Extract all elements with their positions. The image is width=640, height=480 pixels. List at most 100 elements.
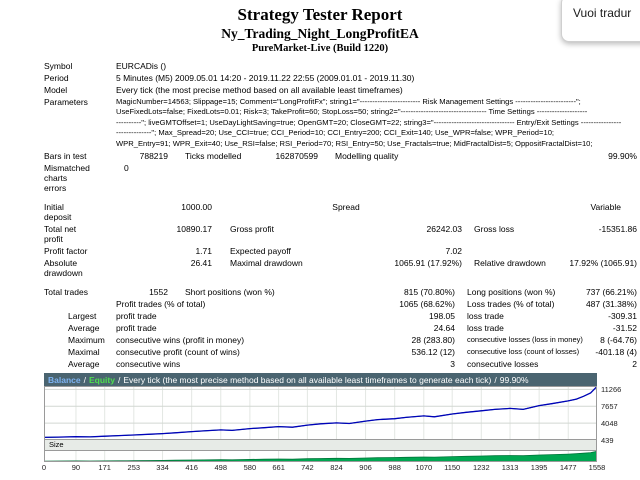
x-axis-tick: 742 (301, 463, 314, 473)
long-positions-value: 737 (66.21%) (585, 287, 637, 298)
x-axis-tick: 1313 (501, 463, 519, 473)
x-axis-tick: 334 (156, 463, 169, 473)
spread-value: Variable (590, 202, 621, 213)
row-label-net-profit: Total net profit (44, 224, 77, 245)
x-axis-tick: 824 (330, 463, 343, 473)
x-axis-tick: 171 (98, 463, 111, 473)
max-consec-wins-value: 28 (283.80) (411, 335, 455, 346)
profit-trades-value: 1065 (68.62%) (399, 299, 455, 310)
loss-trades-value: 487 (31.38%) (585, 299, 637, 310)
x-axis-tick: 1477 (559, 463, 577, 473)
table-row: Maximum consecutive wins (profit in money… (44, 334, 637, 346)
table-cell: Loss trades (% of total) (467, 299, 555, 310)
x-axis-tick: 1395 (530, 463, 548, 473)
x-axis-tick: 1070 (415, 463, 433, 473)
legend-quality: 99.90% (499, 374, 529, 385)
table-row: Profit factor 1.71 Expected payoff 7.02 (44, 245, 637, 257)
x-axis-tick: 498 (214, 463, 228, 473)
gross-profit-value: 26242.03 (426, 224, 462, 235)
average-loss-value: -31.52 (612, 323, 637, 334)
total-trades-value: 1552 (149, 287, 168, 298)
table-cell: Ticks modelled (185, 151, 242, 162)
parameter-line: --------------"; Max_Spread=20; Use_CCI=… (116, 128, 555, 138)
legend-equity: Equity (88, 374, 115, 385)
table-cell: profit trade (116, 323, 157, 334)
row-label-period: Period (44, 73, 69, 83)
largest-profit-value: 198.05 (429, 311, 455, 322)
chart-legend: Balance / Equity / Every tick (the most … (44, 373, 597, 387)
table-row: Average consecutive wins 3 consecutive loss… (44, 358, 637, 370)
x-axis-tick: 661 (272, 463, 285, 473)
average-profit-value: 24.64 (433, 323, 455, 334)
table-row: Symbol EURCADis () (44, 60, 637, 72)
gross-loss-value: -15351.86 (598, 224, 637, 235)
row-label-largest: Largest (68, 311, 97, 322)
max-consec-loss-value: -401.18 (4) (595, 347, 637, 358)
y-axis-tick: 11266 (601, 385, 622, 395)
x-axis-tick: 253 (127, 463, 141, 473)
deposit-value: 1000.00 (181, 202, 212, 213)
table-row: Maximal consecutive profit (count of wins… (44, 346, 637, 358)
table-row: Mismatched charts errors 0 (44, 162, 637, 194)
parameter-line: UseFixedLots=false; FixedLots=0.01; Risk… (116, 107, 588, 117)
table-cell: Modelling quality (335, 151, 399, 162)
translate-popup-text: Vuoi tradur (573, 6, 632, 20)
table-cell: consecutive loss (count of losses) (467, 347, 580, 357)
legend-balance: Balance (48, 374, 81, 385)
translate-popup[interactable]: Vuoi tradur (561, 0, 640, 42)
row-label-symbol: Symbol (44, 61, 73, 71)
table-cell: Spread (332, 202, 360, 213)
parameter-line: WPR_Entry=91; WPR_Exit=40; Use_RSI=false… (116, 138, 593, 148)
rel-drawdown-value: 17.92% (1065.91) (569, 258, 637, 269)
ea-name: Ny_Trading_Night_LongProfitEA (221, 26, 419, 41)
x-axis-tick: 416 (185, 463, 198, 473)
table-cell: Profit trades (% of total) (116, 299, 206, 310)
table-row: Bars in test 788219 Ticks modelled 16287059… (44, 150, 637, 162)
balance-chart (44, 386, 597, 441)
table-row: Average profit trade 24.64 loss trade -31.52 (44, 322, 637, 334)
table-cell: Gross profit (230, 224, 274, 235)
table-row: Period 5 Minutes (M5) 2009.05.01 14:20 - … (44, 72, 637, 84)
net-profit-value: 10890.17 (176, 224, 212, 235)
table-cell: Relative drawdown (474, 258, 546, 269)
table-cell: consecutive profit (count of wins) (116, 347, 240, 358)
table-cell: Gross loss (474, 224, 515, 235)
row-label-maximal: Maximal (68, 347, 100, 358)
report-header: Strategy Tester Report Ny_Trading_Night_… (0, 0, 640, 54)
abs-drawdown-value: 26.41 (190, 258, 212, 269)
row-label-abs-drawdown: Absolute drawdown (44, 258, 83, 279)
legend-separator: / (117, 374, 121, 385)
avg-consec-wins-value: 3 (450, 359, 455, 370)
table-row: Total net profit 10890.17 Gross profit 2624… (44, 223, 637, 245)
row-label-profit-factor: Profit factor (44, 246, 88, 257)
row-label-parameters: Parameters (44, 97, 88, 107)
profit-factor-value: 1.71 (195, 246, 212, 257)
legend-model-text: Every tick (the most precise method base… (123, 374, 492, 385)
lot-size-chart (44, 450, 597, 463)
table-row: Parameters MagicNumber=14563; Slippage=15… (44, 96, 637, 150)
row-label-bars: Bars in test (44, 151, 87, 162)
table-row: Initial deposit 1000.00 Spread Variable (44, 201, 637, 223)
parameters-value: MagicNumber=14563; Slippage=15; Comment=… (116, 97, 637, 149)
row-label-maximum: Maximum (68, 335, 105, 346)
x-axis-tick: 1150 (444, 463, 461, 473)
model-value: Every tick (the most precise method base… (116, 85, 403, 95)
symbol-value: EURCADis () (116, 61, 167, 71)
table-cell: consecutive losses (467, 359, 539, 370)
table-cell: consecutive wins (profit in money) (116, 335, 245, 346)
table-row: Profit trades (% of total) 1065 (68.62%) L… (44, 298, 637, 310)
expected-payoff-value: 7.02 (445, 246, 462, 257)
y-axis-tick: 7657 (601, 402, 618, 412)
table-cell: Long positions (won %) (467, 287, 556, 298)
short-positions-value: 815 (70.80%) (403, 287, 455, 298)
row-label-total-trades: Total trades (44, 287, 88, 298)
x-axis-tick: 1232 (472, 463, 490, 473)
row-label-average2: Average (68, 359, 100, 370)
x-axis-tick: 906 (359, 463, 372, 473)
table-row: Total trades 1552 Short positions (won %) 8… (44, 286, 637, 298)
max-consec-losses-value: 8 (-64.76) (600, 335, 637, 346)
period-value: 5 Minutes (M5) 2009.05.01 14:20 - 2019.1… (116, 73, 415, 83)
max-drawdown-value: 1065.91 (17.92%) (394, 258, 462, 269)
y-axis-tick: 439 (601, 436, 614, 446)
table-row: Absolute drawdown 26.41 Maximal drawdown 10… (44, 257, 637, 279)
